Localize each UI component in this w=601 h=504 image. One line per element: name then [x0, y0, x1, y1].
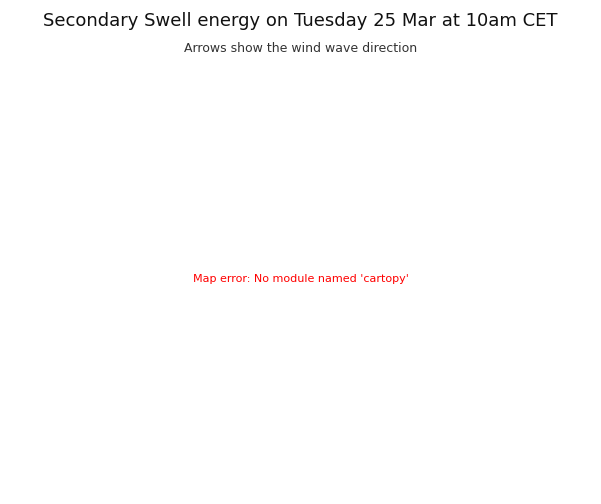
Text: Arrows show the wind wave direction: Arrows show the wind wave direction: [184, 42, 417, 55]
Text: Secondary Swell energy on Tuesday 25 Mar at 10am CET: Secondary Swell energy on Tuesday 25 Mar…: [43, 12, 558, 30]
Text: Map error: No module named 'cartopy': Map error: No module named 'cartopy': [192, 274, 409, 284]
